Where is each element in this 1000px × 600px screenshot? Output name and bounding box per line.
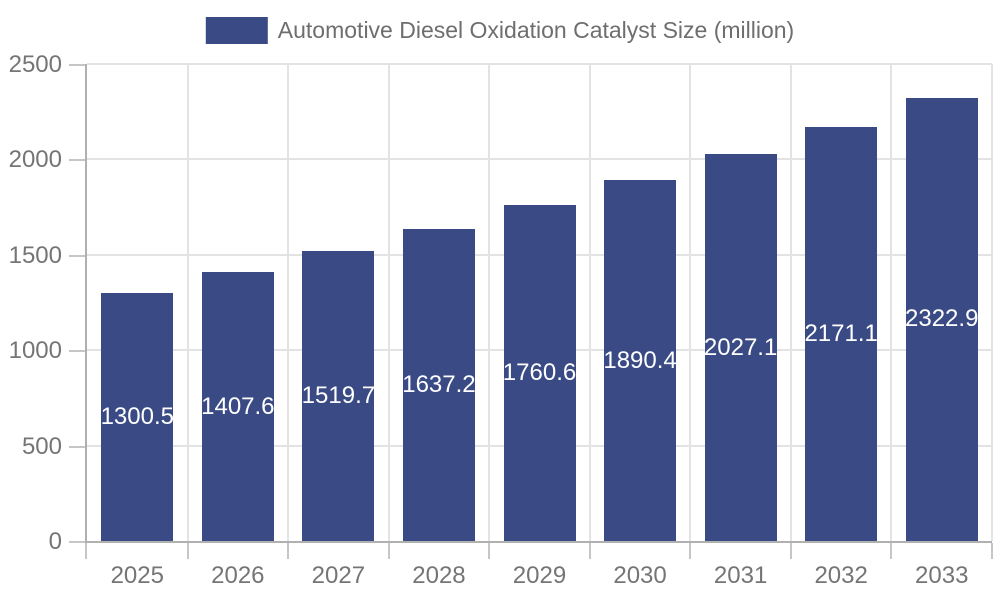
x-axis-line: [85, 541, 992, 543]
bar-value-label: 1519.7: [301, 382, 376, 410]
bar: [201, 272, 274, 541]
y-tick-mark: [69, 64, 85, 66]
bar-value-label: 2027.1: [703, 333, 778, 361]
x-tick-mark: [991, 543, 993, 559]
x-tick-mark: [387, 543, 390, 559]
x-tick-mark: [287, 543, 290, 559]
y-tick-label: 2000: [8, 146, 62, 174]
x-tick-mark: [588, 543, 591, 559]
y-axis-line: [85, 64, 87, 541]
bar-value-label: 2171.1: [804, 319, 878, 347]
x-tick-mark: [689, 543, 692, 559]
bar: [704, 154, 777, 541]
x-tick-mark: [789, 543, 792, 559]
x-tick-label: 2030: [613, 562, 667, 589]
x-tick-label: 2031: [713, 562, 768, 589]
x-tick-label: 2026: [211, 562, 265, 589]
bar-value-label: 1637.2: [402, 370, 476, 398]
bar: [905, 97, 978, 541]
y-tick-label: 2500: [8, 51, 62, 78]
y-tick-label: 1000: [8, 337, 62, 365]
x-tick-label: 2027: [311, 562, 366, 589]
v-gridline: [689, 64, 692, 541]
h-gridline: [87, 63, 992, 65]
x-tick-mark: [186, 543, 189, 559]
legend-swatch: [205, 17, 268, 44]
v-gridline: [789, 64, 792, 541]
bar-value-label: 1890.4: [603, 346, 677, 374]
bar: [503, 205, 576, 541]
x-tick-mark: [85, 543, 87, 559]
bar: [101, 292, 174, 541]
bar-value-label: 1760.6: [502, 359, 577, 387]
x-tick-mark: [488, 543, 491, 559]
x-tick-label: 2029: [512, 562, 567, 589]
y-tick-mark: [69, 254, 85, 257]
x-tick-label: 2025: [110, 562, 164, 589]
y-tick-mark: [69, 445, 85, 448]
y-tick-mark: [69, 159, 85, 162]
legend-label: Automotive Diesel Oxidation Catalyst Siz…: [277, 17, 795, 43]
v-gridline: [488, 64, 491, 541]
x-tick-label: 2033: [915, 562, 969, 589]
y-tick-mark: [69, 541, 85, 543]
v-gridline: [387, 64, 390, 541]
bar-value-label: 1407.6: [201, 392, 275, 420]
y-tick-label: 500: [21, 432, 62, 460]
v-gridline: [991, 64, 993, 541]
y-tick-label: 1500: [8, 241, 62, 269]
chart-legend: Automotive Diesel Oxidation Catalyst Siz…: [205, 17, 795, 44]
bar: [402, 228, 475, 541]
y-tick-label: 0: [48, 528, 62, 555]
v-gridline: [186, 64, 189, 541]
v-gridline: [287, 64, 290, 541]
y-tick-mark: [69, 350, 85, 353]
v-gridline: [890, 64, 893, 541]
x-tick-mark: [890, 543, 893, 559]
v-gridline: [588, 64, 591, 541]
x-tick-label: 2028: [412, 562, 466, 589]
h-gridline: [87, 158, 992, 161]
bar-value-label: 2322.9: [905, 305, 979, 333]
bar: [805, 126, 878, 541]
bar-value-label: 1300.5: [100, 402, 174, 430]
bar: [302, 251, 375, 541]
x-tick-label: 2032: [814, 562, 868, 589]
bar: [604, 180, 677, 541]
